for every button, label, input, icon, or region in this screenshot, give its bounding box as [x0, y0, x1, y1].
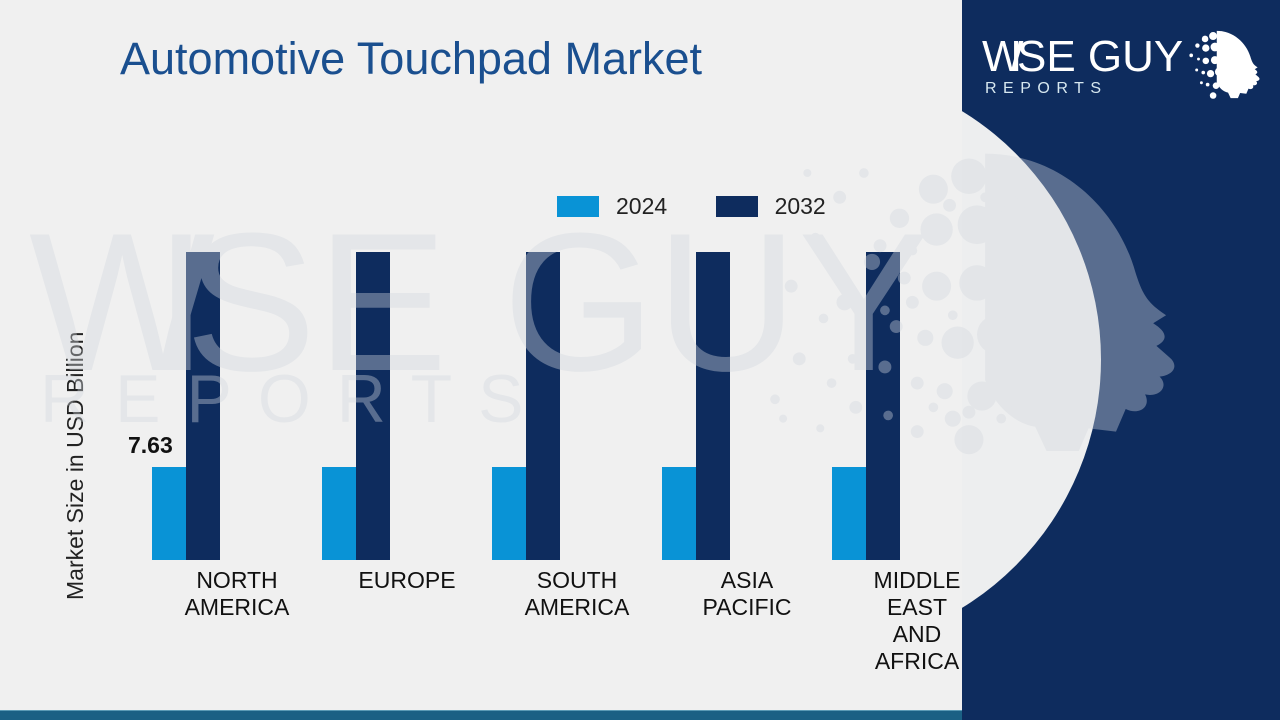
svg-text:SE GUY: SE GUY: [1017, 32, 1183, 81]
svg-text:REPORTS: REPORTS: [985, 80, 1108, 97]
